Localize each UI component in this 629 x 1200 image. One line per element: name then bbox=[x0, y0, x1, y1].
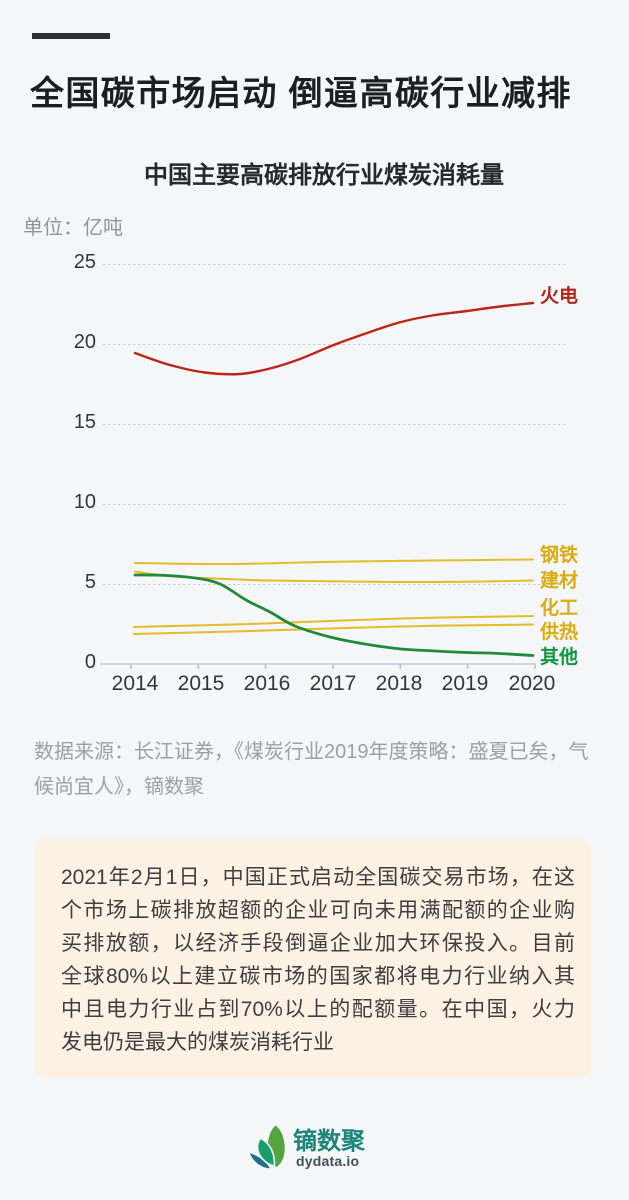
svg-text:2020: 2020 bbox=[509, 672, 556, 695]
svg-text:2019: 2019 bbox=[442, 672, 489, 695]
svg-text:化工: 化工 bbox=[540, 596, 578, 619]
svg-text:20: 20 bbox=[74, 331, 96, 353]
svg-text:25: 25 bbox=[74, 251, 96, 273]
svg-text:2016: 2016 bbox=[244, 672, 291, 695]
svg-text:2017: 2017 bbox=[310, 672, 357, 695]
svg-text:建材: 建材 bbox=[540, 569, 578, 592]
svg-text:2018: 2018 bbox=[376, 672, 423, 695]
svg-text:0: 0 bbox=[85, 651, 96, 673]
svg-text:15: 15 bbox=[74, 411, 96, 433]
svg-text:5: 5 bbox=[85, 571, 96, 593]
svg-text:10: 10 bbox=[74, 491, 96, 513]
svg-text:供热: 供热 bbox=[539, 620, 578, 643]
svg-text:火电: 火电 bbox=[540, 284, 578, 307]
svg-text:钢铁: 钢铁 bbox=[540, 543, 578, 566]
svg-text:2014: 2014 bbox=[112, 672, 159, 695]
svg-text:2015: 2015 bbox=[178, 672, 225, 695]
svg-text:其他: 其他 bbox=[540, 645, 578, 668]
